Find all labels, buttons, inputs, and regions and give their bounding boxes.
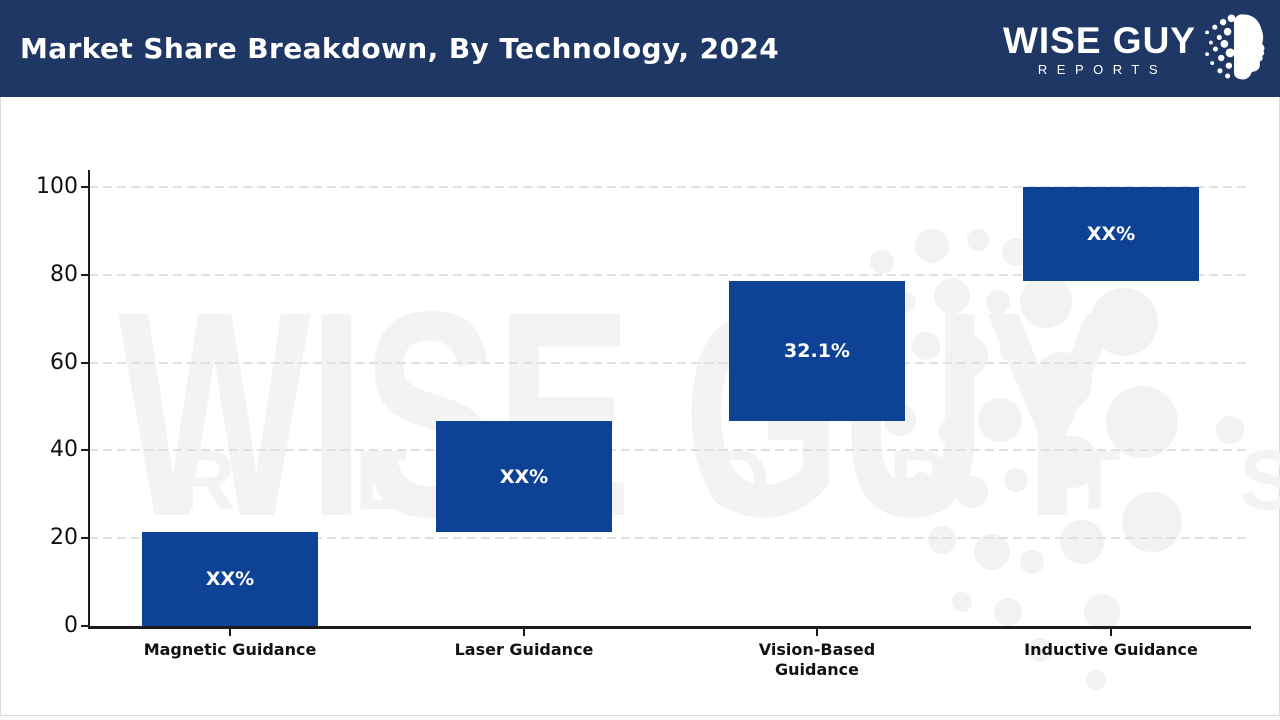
y-tick-mark-80 — [81, 273, 89, 276]
x-tick-label-magnetic-guidance: Magnetic Guidance — [143, 640, 317, 659]
dotted-face-profile-icon — [1205, 13, 1265, 79]
page-title: Market Share Breakdown, By Technology, 2… — [20, 32, 780, 65]
x-tick-label-laser-guidance: Laser Guidance — [454, 640, 594, 659]
bar-magnetic-guidance: XX% — [142, 532, 318, 626]
x-tick-label-vision-based-guidance: Vision-Based Guidance — [758, 640, 876, 679]
gridline-60 — [89, 361, 1251, 364]
y-tick-label-100: 100 — [36, 174, 78, 199]
x-tick-mark-inductive-guidance — [1110, 629, 1112, 636]
header-bar: Market Share Breakdown, By Technology, 2… — [0, 0, 1280, 97]
bar-laser-guidance: XX% — [436, 421, 612, 533]
y-tick-label-0: 0 — [64, 613, 78, 638]
page-background-strip — [0, 716, 1280, 720]
y-axis-line — [88, 170, 90, 629]
gridline-40 — [89, 449, 1251, 452]
logo-text: WISE GUY REPORTS — [1003, 22, 1196, 76]
x-tick-label-inductive-guidance: Inductive Guidance — [1024, 640, 1198, 659]
y-tick-mark-40 — [81, 449, 89, 452]
x-tick-mark-vision-based-guidance — [816, 629, 818, 636]
x-tick-mark-laser-guidance — [523, 629, 525, 636]
bar-value-label-inductive-guidance: XX% — [1086, 222, 1136, 245]
y-tick-label-20: 20 — [50, 525, 78, 551]
x-axis-line — [88, 626, 1251, 629]
bar-inductive-guidance: XX% — [1023, 187, 1199, 281]
x-tick-mark-magnetic-guidance — [229, 629, 231, 636]
watermark-wordmark: WISE GUY — [118, 251, 1121, 577]
y-tick-mark-20 — [81, 537, 89, 540]
y-tick-label-80: 80 — [50, 261, 78, 287]
y-tick-label-60: 60 — [50, 349, 78, 375]
logo-wordmark: WISE GUY — [1002, 19, 1196, 61]
y-tick-mark-100 — [81, 186, 89, 188]
bar-value-label-vision-based-guidance: 32.1% — [784, 339, 850, 362]
logo-subtitle: REPORTS — [1037, 61, 1168, 77]
bar-value-label-laser-guidance: XX% — [499, 465, 549, 488]
bar-vision-based-guidance: 32.1% — [729, 280, 905, 422]
gridline-20 — [89, 537, 1251, 540]
bar-value-label-magnetic-guidance: XX% — [205, 568, 255, 591]
gridline-100 — [89, 186, 1251, 188]
wise-guy-reports-logo: WISE GUY REPORTS — [1003, 10, 1280, 88]
gridline-80 — [89, 273, 1251, 276]
y-tick-mark-0 — [81, 625, 89, 627]
y-tick-mark-60 — [81, 361, 89, 364]
y-tick-label-40: 40 — [50, 437, 78, 463]
